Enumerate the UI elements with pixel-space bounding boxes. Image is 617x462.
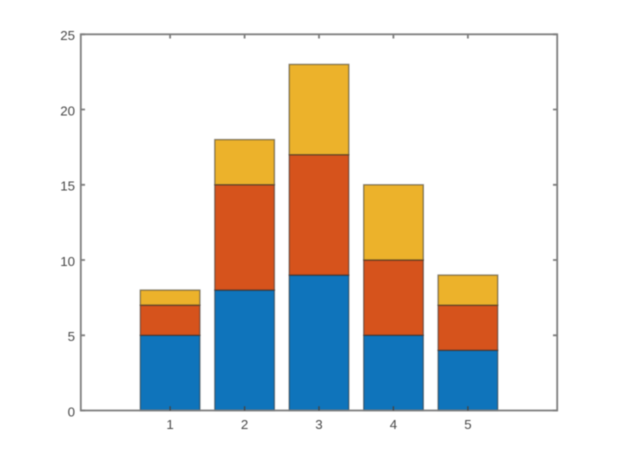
svg-text:3: 3: [315, 417, 322, 432]
svg-text:1: 1: [166, 417, 173, 432]
svg-text:5: 5: [68, 329, 75, 344]
svg-text:10: 10: [60, 254, 75, 269]
svg-text:0: 0: [68, 404, 75, 419]
svg-text:2: 2: [241, 417, 248, 432]
svg-text:25: 25: [60, 28, 75, 43]
svg-text:5: 5: [464, 417, 471, 432]
svg-text:15: 15: [60, 179, 75, 194]
svg-text:20: 20: [60, 103, 75, 118]
svg-text:4: 4: [390, 417, 397, 432]
